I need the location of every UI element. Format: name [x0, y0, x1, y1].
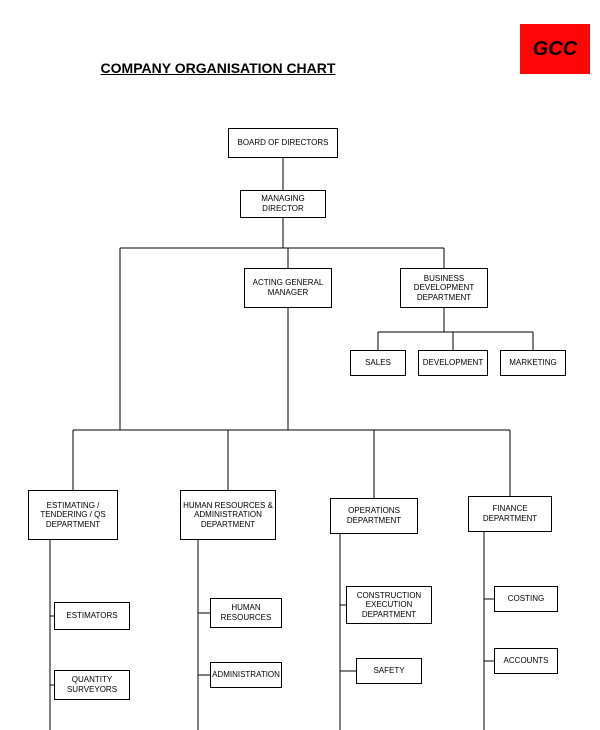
- org-node-agm: ACTING GENERAL MANAGER: [244, 268, 332, 308]
- org-node-ops: OPERATIONS DEPARTMENT: [330, 498, 418, 534]
- org-node-est: ESTIMATING / TENDERING / QS DEPARTMENT: [28, 490, 118, 540]
- org-node-safety: SAFETY: [356, 658, 422, 684]
- org-node-hra: HUMAN RESOURCES & ADMINISTRATION DEPARTM…: [180, 490, 276, 540]
- org-node-bdd: BUSINESS DEVELOPMENT DEPARTMENT: [400, 268, 488, 308]
- org-node-md: MANAGING DIRECTOR: [240, 190, 326, 218]
- org-node-cost: COSTING: [494, 586, 558, 612]
- org-node-cexec: CONSTRUCTION EXECUTION DEPARTMENT: [346, 586, 432, 624]
- org-node-mkt: MARKETING: [500, 350, 566, 376]
- org-node-board: BOARD OF DIRECTORS: [228, 128, 338, 158]
- org-node-qs: QUANTITY SURVEYORS: [54, 670, 130, 700]
- org-node-acct: ACCOUNTS: [494, 648, 558, 674]
- org-node-fin: FINANCE DEPARTMENT: [468, 496, 552, 532]
- org-node-dev: DEVELOPMENT: [418, 350, 488, 376]
- org-node-estim: ESTIMATORS: [54, 602, 130, 630]
- org-node-sales: SALES: [350, 350, 406, 376]
- org-node-admin: ADMINISTRATION: [210, 662, 282, 688]
- org-node-hr: HUMAN RESOURCES: [210, 598, 282, 628]
